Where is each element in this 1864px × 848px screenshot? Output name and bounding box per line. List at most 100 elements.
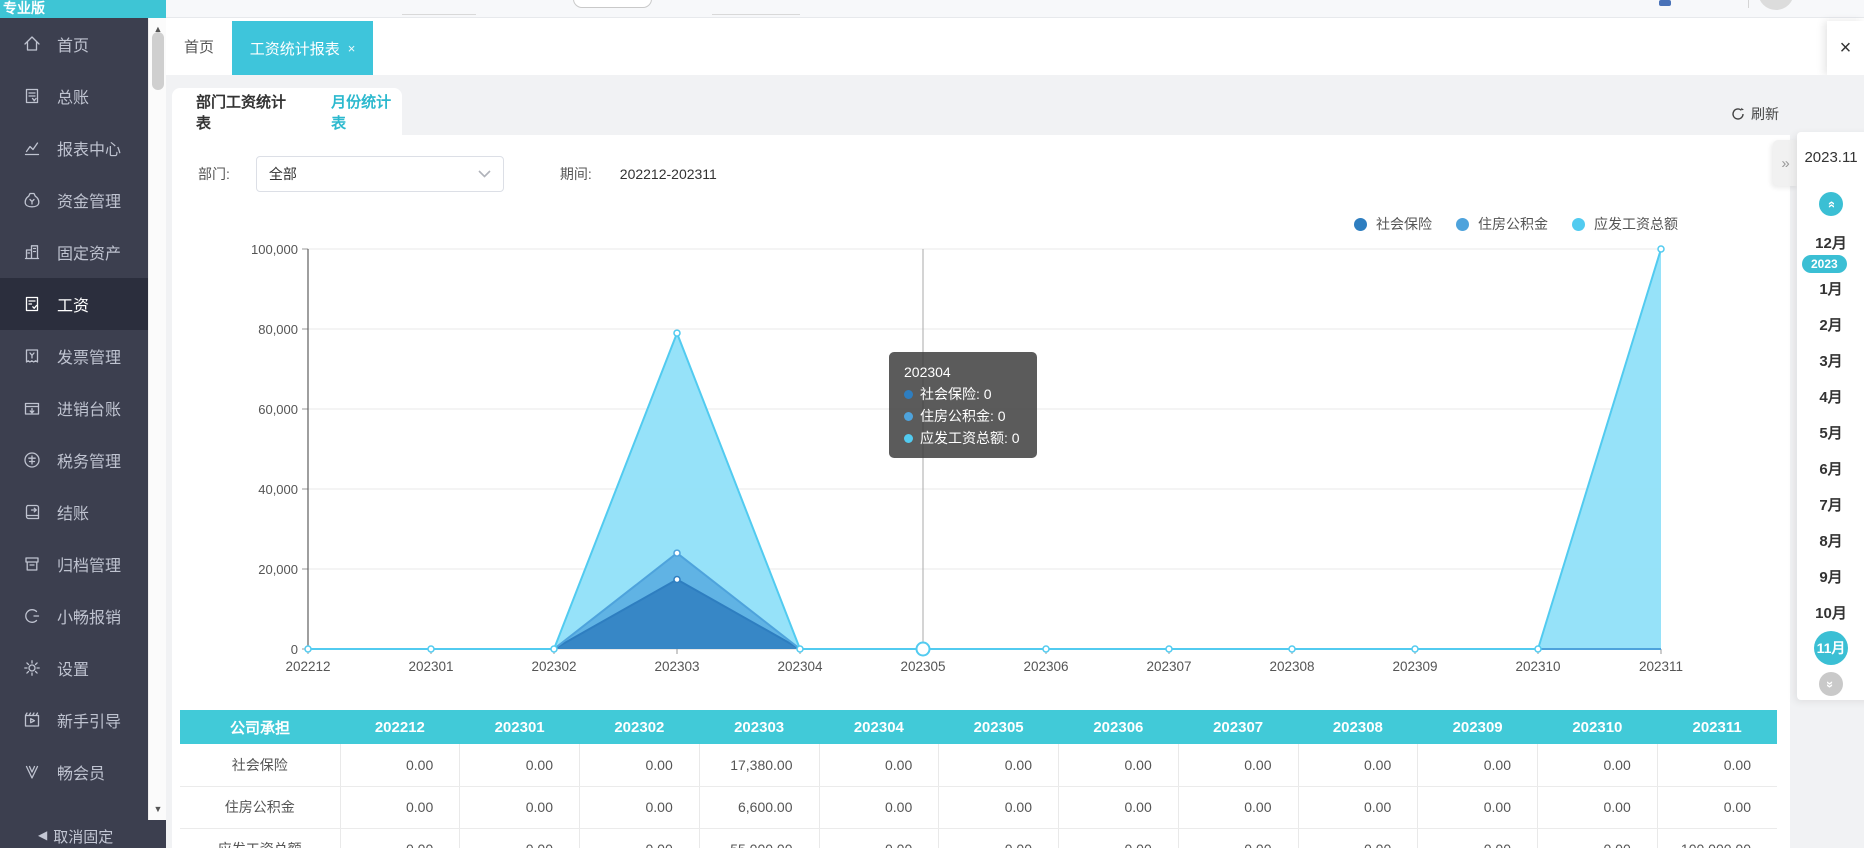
sidebar-scrollbar[interactable]: ▲ ▼	[148, 18, 166, 820]
table-header-cell: 202307	[1178, 710, 1298, 744]
year-badge: 2023	[1802, 255, 1847, 273]
sidebar-item-archive[interactable]: 归档管理	[0, 538, 148, 590]
month-item-7月[interactable]: 7月	[1819, 496, 1843, 514]
archive-icon	[25, 557, 39, 571]
sidebar-item-tax[interactable]: 税务管理	[0, 434, 148, 486]
panel-close-button[interactable]: ×	[1827, 21, 1864, 75]
legend-item-住房公积金[interactable]: 住房公积金	[1456, 214, 1548, 234]
y-axis-tick-label: 60,000	[258, 402, 298, 417]
sidebar-item-label: 报表中心	[57, 142, 122, 159]
table-row-label: 社会保险	[180, 744, 340, 787]
sidebar-item-label: 总账	[57, 90, 90, 107]
month-item-8月[interactable]: 8月	[1819, 532, 1843, 550]
month-item-1月[interactable]: 1月	[1819, 280, 1843, 298]
dept-select[interactable]: 全部	[255, 156, 504, 192]
table-header-cell: 202302	[579, 710, 700, 744]
y-axis-tick-label: 100,000	[251, 242, 298, 257]
sidebar-item-label: 畅会员	[57, 766, 106, 783]
chart-canvas[interactable]: 0 20,000 40,000 60,000 80,000 100,000 202212 20…	[172, 200, 1790, 680]
x-axis-tick-label: 202307	[1146, 659, 1191, 674]
month-scroll-down-button[interactable]: »	[1819, 672, 1843, 696]
month-item-6月[interactable]: 6月	[1819, 460, 1843, 478]
sidebar-item-ledger[interactable]: 总账	[0, 70, 148, 122]
x-axis-tick-label: 202311	[1639, 659, 1683, 674]
subtab-department-report[interactable]: 部门工资统计表	[196, 93, 287, 132]
legend-dot-icon	[1456, 217, 1469, 231]
table-cell: 0.00	[818, 828, 939, 848]
legend-dot-icon	[1572, 217, 1585, 231]
sidebar-unpin-button[interactable]: ◀ 取消固定	[0, 820, 166, 848]
table-header-cell: 202306	[1058, 710, 1179, 744]
sidebar-item-guide[interactable]: 新手引导	[0, 694, 148, 746]
tab-salary-report[interactable]: 工资统计报表 ×	[232, 21, 373, 75]
month-item-11月[interactable]: 11月	[1814, 631, 1848, 665]
sidebar-item-label: 工资	[57, 298, 90, 315]
table-cell: 0.00	[1297, 828, 1418, 848]
sidebar-item-label: 首页	[57, 38, 90, 55]
month-list: » 12月 2023 1月 2月 3月 4月 5月 6月 7月 8月 9月 10月 11月 »	[1802, 182, 1848, 696]
period-label: 期间:	[559, 166, 592, 182]
sidebar-item-settings[interactable]: 设置	[0, 642, 148, 694]
subtab-band	[166, 75, 1864, 135]
sidebar-item-report[interactable]: 报表中心	[0, 122, 148, 174]
table-cell: 0.00	[1177, 744, 1298, 787]
guide-icon	[24, 712, 40, 727]
topbar-input-underline	[402, 14, 476, 15]
x-axis-tick-label: 202301	[408, 659, 453, 674]
x-axis-tick-label: 202309	[1392, 659, 1437, 674]
month-item-9月[interactable]: 9月	[1819, 568, 1843, 586]
table-cell: 6,600.00	[698, 786, 819, 829]
topbar-button-fragment[interactable]	[573, 0, 652, 8]
sidebar-item-invoice[interactable]: 发票管理	[0, 330, 148, 382]
sidebar-item-label: 设置	[57, 662, 90, 679]
table-cell: 0.00	[818, 786, 939, 829]
chart-legend: 社会保险 住房公积金 应发工资总额	[1354, 214, 1678, 234]
scrollbar-thumb[interactable]	[152, 32, 164, 90]
month-item-5月[interactable]: 5月	[1819, 424, 1843, 442]
sidebar-item-funds[interactable]: 资金管理	[0, 174, 148, 226]
subtab-month-report[interactable]: 月份统计表	[331, 91, 402, 143]
legend-item-社会保险[interactable]: 社会保险	[1354, 214, 1432, 234]
reimburse-icon	[25, 609, 40, 623]
tab-close-icon[interactable]: ×	[347, 40, 356, 56]
table-cell: 0.00	[1297, 786, 1418, 829]
subtab-block: 部门工资统计表 月份统计表	[172, 88, 402, 143]
month-panel-collapse-button[interactable]: »	[1773, 140, 1798, 186]
table-cell: 0.00	[1058, 744, 1179, 787]
sidebar-item-member[interactable]: 畅会员	[0, 746, 148, 798]
table-header-cell: 公司承担	[180, 710, 340, 744]
month-item-10月[interactable]: 10月	[1815, 604, 1847, 622]
month-scroll-up-button[interactable]: »	[1819, 192, 1843, 216]
table-cell: 0.00	[1656, 744, 1777, 787]
tax-icon	[24, 452, 40, 468]
legend-item-应发工资总额[interactable]: 应发工资总额	[1572, 214, 1678, 234]
sidebar-item-payroll[interactable]: 工资	[0, 278, 148, 330]
table-header-cell: 202303	[699, 710, 819, 744]
month-item-12月[interactable]: 12月	[1815, 234, 1847, 252]
sidebar-item-label: 发票管理	[57, 350, 122, 367]
table-cell: 17,380.00	[698, 744, 819, 787]
tab-home[interactable]: 首页	[184, 18, 214, 75]
scrollbar-down-icon[interactable]: ▼	[153, 804, 163, 814]
legend-dot-icon	[1354, 217, 1367, 231]
month-item-2月[interactable]: 2月	[1819, 316, 1843, 334]
sidebar-item-closing[interactable]: 结账	[0, 486, 148, 538]
month-item-3月[interactable]: 3月	[1819, 352, 1843, 370]
sidebar-item-assets[interactable]: 固定资产	[0, 226, 148, 278]
ledger-icon	[25, 88, 39, 104]
sidebar-item-label: 税务管理	[57, 454, 122, 471]
table-header-cell: 202301	[459, 710, 580, 744]
sidebar-item-reimburse[interactable]: 小畅报销	[0, 590, 148, 642]
table-cell: 0.00	[1656, 786, 1777, 829]
table-row-label: 住房公积金	[180, 786, 340, 829]
refresh-button[interactable]: 刷新	[1731, 104, 1779, 124]
month-panel: 2023.11 » 12月 2023 1月 2月 3月 4月 5月 6月 7月 8月 9月 10月 11…	[1797, 132, 1864, 700]
filter-row: 部门: 全部 期间: 202212-202311	[172, 155, 717, 193]
scrollbar-up-icon[interactable]: ▲	[153, 24, 163, 34]
sidebar-item-inventory[interactable]: 进销台账	[0, 382, 148, 434]
x-axis-tick-label: 202303	[654, 659, 699, 674]
sidebar-item-home[interactable]: 首页	[0, 18, 148, 70]
user-avatar[interactable]	[1758, 0, 1794, 10]
month-item-4月[interactable]: 4月	[1819, 388, 1843, 406]
topbar-app-icon[interactable]	[1659, 0, 1671, 6]
